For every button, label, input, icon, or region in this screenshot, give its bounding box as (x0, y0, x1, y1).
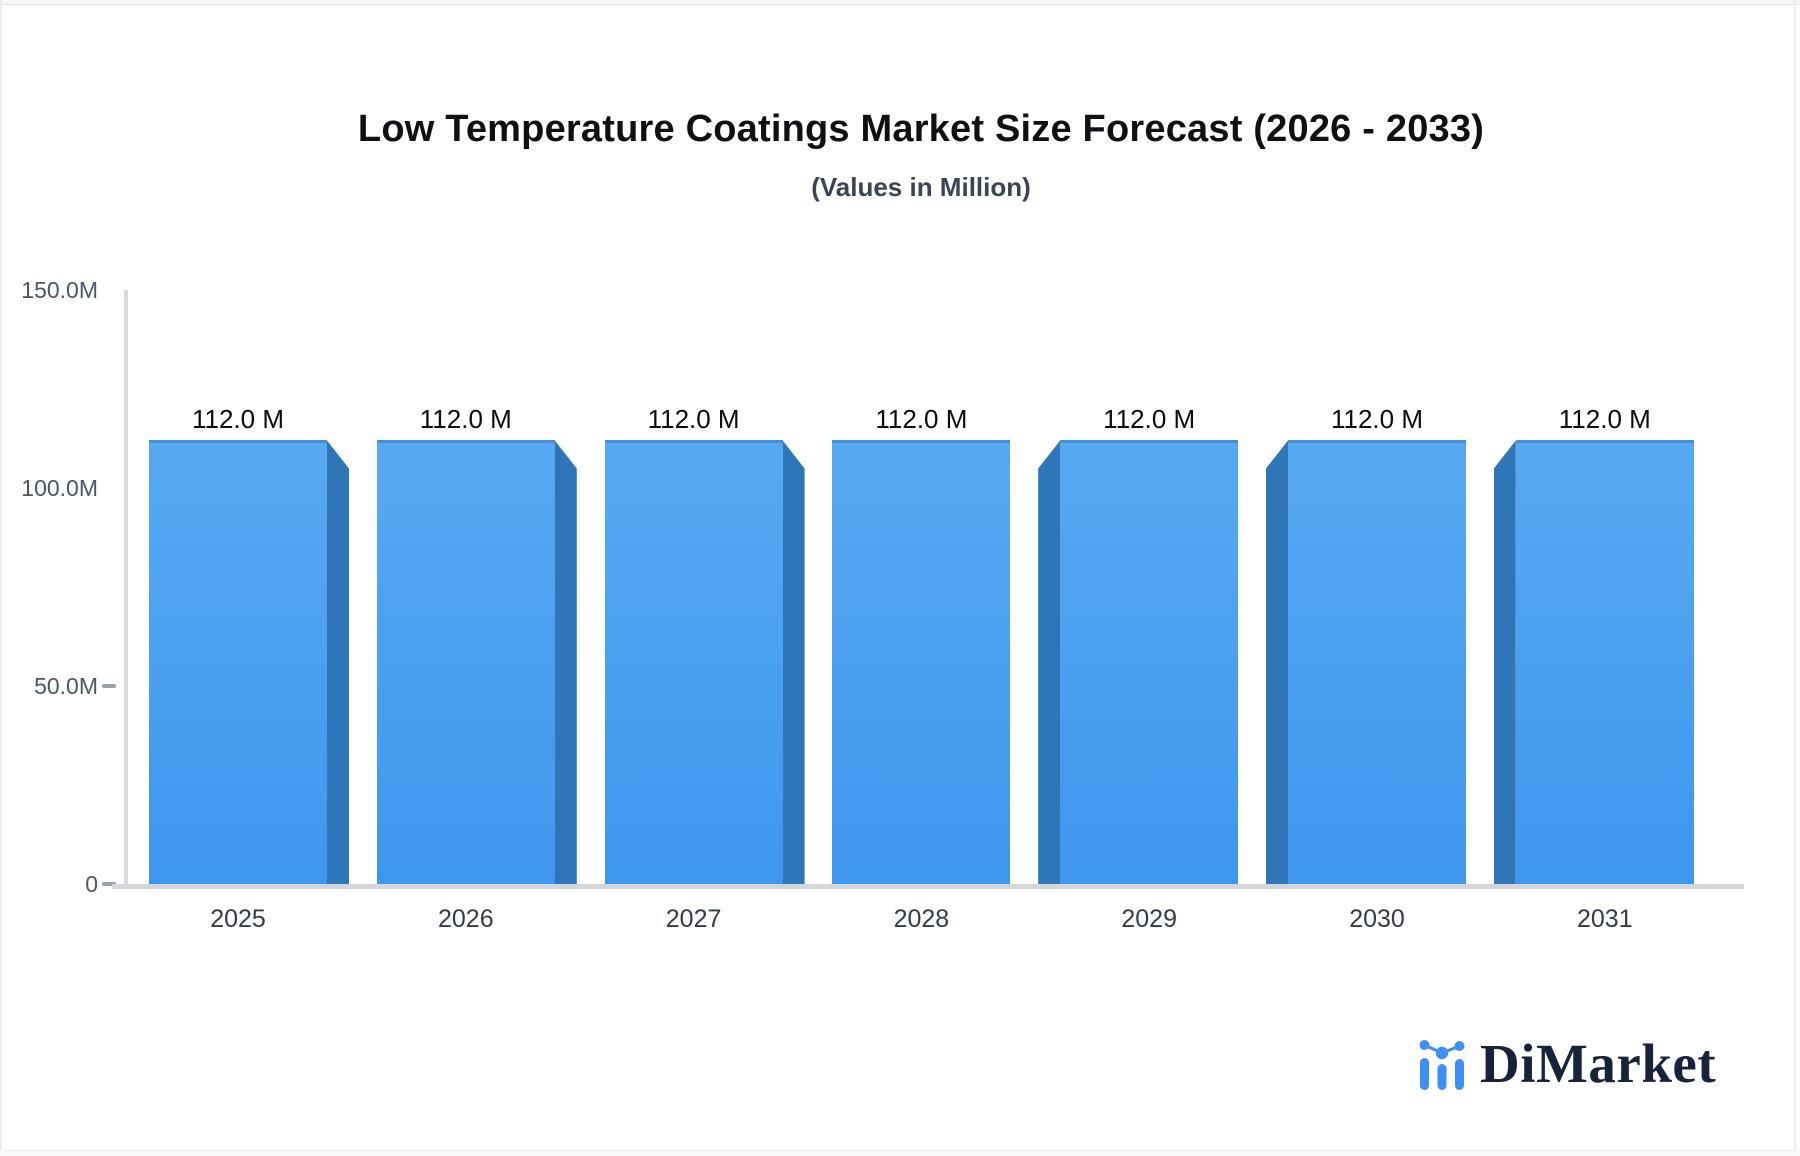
bar-value-label-2029: 112.0 M (1103, 404, 1196, 435)
bar-2029[interactable] (1060, 440, 1239, 884)
x-axis-label-2031: 2031 (1576, 905, 1633, 933)
bar-value-label-2028: 112.0 M (875, 404, 968, 435)
bar-2028[interactable] (832, 440, 1011, 884)
x-axis-label-2026: 2026 (437, 905, 494, 933)
bar-2025[interactable] (149, 440, 327, 884)
bar-2026[interactable] (376, 440, 555, 884)
bar-side-face-2031 (1493, 440, 1516, 884)
page-border-top (0, 0, 1800, 5)
page-border-bottom (0, 1150, 1800, 1156)
logo-text: DiMarket (1480, 1033, 1717, 1094)
chart-title: Low Temperature Coatings Market Size For… (357, 108, 1485, 150)
bar-side-face-2029 (1038, 440, 1061, 884)
x-axis-label-2025: 2025 (210, 905, 266, 933)
x-axis-label-2029: 2029 (1121, 905, 1177, 933)
bar-value-label-2026: 112.0 M (419, 404, 512, 435)
y-axis-label: 0 (85, 871, 98, 897)
page-border-right (1794, 0, 1796, 1156)
bar-value-label-2031: 112.0 M (1558, 404, 1651, 435)
y-axis-tick (102, 684, 116, 688)
bar-2027[interactable] (604, 440, 783, 884)
x-axis-baseline (112, 884, 1744, 889)
bar-value-label-2027: 112.0 M (647, 404, 740, 435)
y-axis-tick (102, 882, 116, 886)
bar-chart-logo-icon (1419, 1040, 1465, 1090)
bar-value-label-2030: 112.0 M (1330, 404, 1423, 435)
bar-2030[interactable] (1288, 440, 1466, 884)
x-axis-label-2028: 2028 (893, 905, 950, 933)
y-axis-label: 50.0M (34, 673, 98, 699)
bar-side-face-2026 (554, 440, 577, 884)
chart-subtitle: (Values in Million) (811, 172, 1031, 202)
page-border-left (0, 0, 2, 1156)
bar-2031[interactable] (1515, 440, 1694, 884)
y-axis-label: 150.0M (21, 277, 98, 303)
bar-side-face-2030 (1266, 440, 1288, 884)
y-axis-label: 100.0M (21, 475, 98, 501)
y-axis-line (124, 290, 128, 886)
bar-side-face-2025 (327, 440, 349, 884)
dimarket-logo[interactable]: DiMarket (1418, 1033, 1717, 1094)
bar-side-face-2027 (782, 440, 805, 884)
x-axis-label-2030: 2030 (1349, 905, 1405, 933)
bar-value-label-2025: 112.0 M (191, 404, 284, 435)
x-axis-label-2027: 2027 (665, 905, 722, 933)
